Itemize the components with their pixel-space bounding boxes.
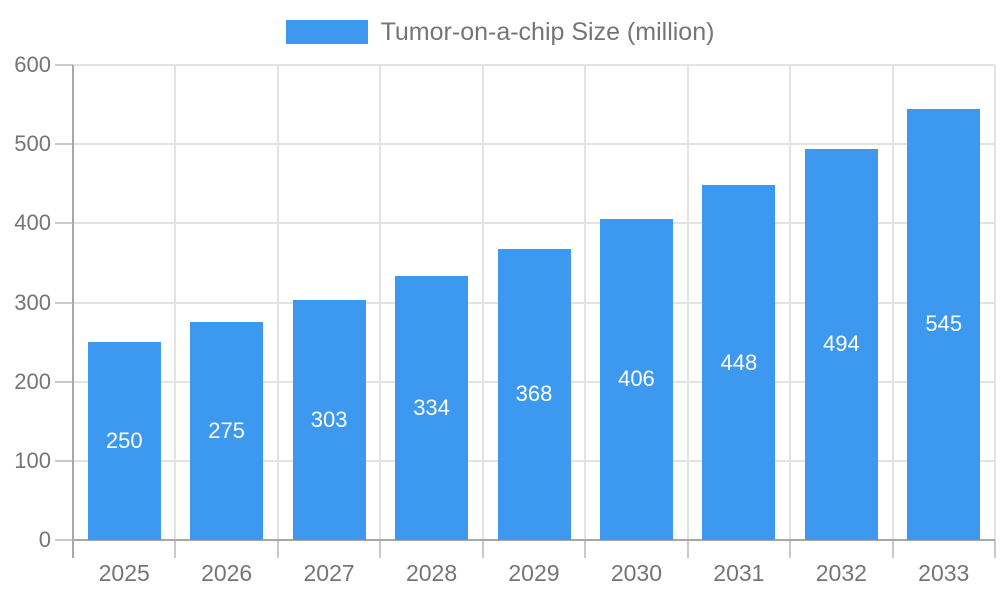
legend-label: Tumor-on-a-chip Size (million): [380, 18, 715, 46]
x-axis-tick: [891, 540, 894, 558]
gridline-vertical: [891, 65, 894, 540]
gridline-horizontal: [73, 222, 995, 225]
y-tick-label: 600: [14, 52, 51, 77]
y-axis-tick: [55, 459, 73, 462]
x-axis-tick: [994, 540, 996, 558]
bar: [497, 248, 571, 540]
bar: [804, 148, 878, 540]
x-axis-tick: [174, 540, 177, 558]
bar: [190, 322, 264, 540]
x-axis-tick: [686, 540, 689, 558]
x-axis-tick: [481, 540, 484, 558]
bar: [702, 185, 776, 540]
bar: [395, 275, 469, 540]
bar: [292, 300, 366, 540]
bar: [87, 342, 161, 540]
bar-value-label: 368: [515, 381, 553, 407]
y-tick-label: 0: [38, 527, 51, 552]
y-axis-tick: [55, 539, 73, 541]
y-tick-label: 500: [14, 131, 51, 157]
gridline-horizontal: [73, 143, 995, 146]
y-tick-label: 100: [14, 447, 51, 473]
x-axis-tick: [789, 540, 792, 558]
x-tick-label: 2026: [201, 560, 253, 586]
x-tick-label: 2031: [713, 560, 765, 586]
bar: [599, 218, 673, 540]
y-tick-label: 300: [14, 289, 51, 315]
bar-value-label: 250: [105, 428, 143, 454]
x-tick-label: 2032: [815, 560, 867, 586]
x-axis-line: [72, 539, 995, 541]
gridline-vertical: [789, 65, 792, 540]
y-axis-tick: [55, 301, 73, 304]
bar-value-label: 494: [822, 331, 860, 357]
gridline-vertical: [379, 65, 382, 540]
legend-swatch: [285, 20, 368, 44]
bar-value-label: 303: [310, 407, 348, 433]
y-axis-tick: [55, 64, 73, 66]
bar-value-label: 406: [618, 366, 655, 392]
y-axis-tick: [55, 143, 73, 146]
bar: [907, 108, 981, 540]
x-axis-tick: [584, 540, 587, 558]
x-tick-label: 2025: [98, 560, 150, 586]
x-axis-tick: [379, 540, 382, 558]
x-tick-label: 2027: [303, 560, 355, 586]
y-tick-label: 200: [14, 368, 51, 394]
x-axis-tick: [276, 540, 279, 558]
x-tick-label: 2030: [610, 560, 663, 586]
bar-value-label: 448: [720, 349, 758, 375]
gridline-vertical: [584, 65, 587, 540]
gridline-horizontal: [73, 64, 995, 66]
legend: Tumor-on-a-chip Size (million): [0, 17, 1000, 47]
bar-value-label: 545: [925, 311, 963, 337]
y-axis-tick: [55, 380, 73, 383]
x-tick-label: 2033: [918, 560, 970, 586]
gridline-vertical: [174, 65, 177, 540]
x-tick-label: 2029: [508, 560, 560, 586]
bar-value-label: 334: [413, 394, 450, 420]
y-axis-tick: [55, 222, 73, 225]
gridline-vertical: [686, 65, 689, 540]
y-tick-label: 400: [14, 210, 51, 236]
gridline-vertical: [276, 65, 279, 540]
bar-value-label: 275: [208, 418, 246, 444]
x-tick-label: 2028: [405, 560, 458, 586]
gridline-vertical: [994, 65, 996, 540]
y-axis-line: [72, 65, 74, 558]
gridline-vertical: [481, 65, 484, 540]
